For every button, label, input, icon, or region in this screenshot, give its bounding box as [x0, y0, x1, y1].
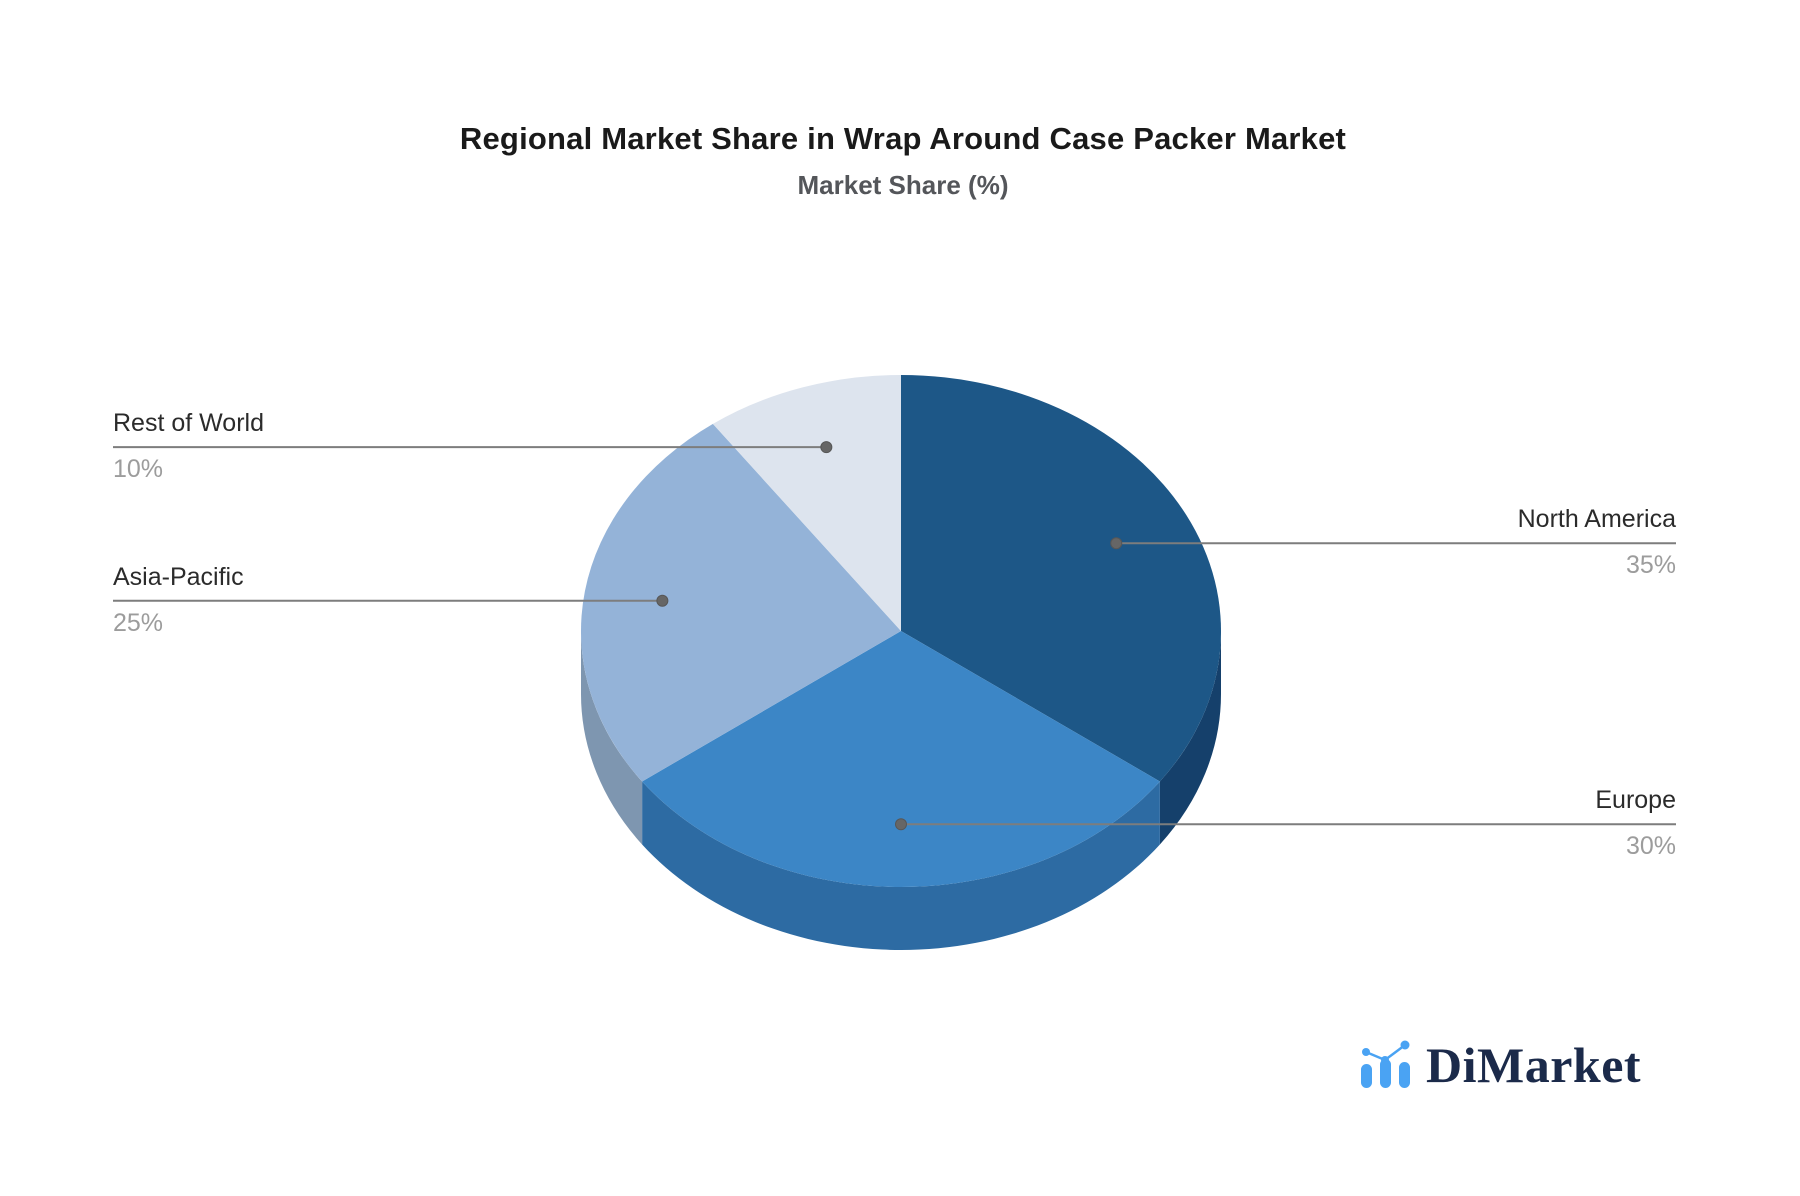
bar-3: [1399, 1062, 1410, 1088]
callout-rest-of-world: Rest of World 10%: [113, 409, 543, 484]
leader-dot-asia-pacific: [656, 594, 669, 607]
pie-slice-rest-of-world: [712, 375, 901, 631]
callout-europe: Europe 30%: [1246, 786, 1676, 861]
pie-slice-north-america: [901, 375, 1221, 782]
pie-slice-europe: [642, 631, 1160, 887]
chart-subtitle: Market Share (%): [797, 170, 1009, 200]
leader-dot-europe: [895, 818, 907, 831]
trend-dot-1: [1362, 1048, 1370, 1056]
slice-label: North America: [1517, 505, 1676, 534]
brand-wordmark: DiMarket: [1426, 1037, 1642, 1093]
slice-label: Rest of World: [113, 409, 264, 438]
pie-slice-side-asia-pacific: [581, 631, 643, 845]
leader-dot-north-america: [1110, 537, 1123, 550]
slice-value: 30%: [1625, 832, 1676, 861]
bar-2: [1380, 1059, 1391, 1088]
leader-dot-rest-of-world: [820, 441, 833, 454]
slice-label: Europe: [1595, 786, 1676, 815]
pie-slice-side-north-america: [1159, 631, 1221, 845]
pie-slice-side-europe: [642, 781, 1160, 950]
bar-chart-icon: [1361, 1040, 1410, 1088]
slice-value: 35%: [1625, 551, 1676, 580]
slice-label: Asia-Pacific: [113, 562, 244, 591]
brand-logo: DiMarket: [1358, 1036, 1641, 1092]
slice-value: 25%: [113, 608, 164, 637]
trend-dot-3: [1400, 1040, 1410, 1050]
slice-value: 10%: [113, 455, 164, 484]
pie-slice-asia-pacific: [581, 423, 901, 782]
trend-dot-2: [1381, 1056, 1389, 1064]
chart-title: Regional Market Share in Wrap Around Cas…: [459, 121, 1347, 156]
callout-asia-pacific: Asia-Pacific 25%: [113, 563, 543, 638]
bar-1: [1361, 1064, 1372, 1088]
callout-north-america: North America 35%: [1246, 505, 1676, 580]
